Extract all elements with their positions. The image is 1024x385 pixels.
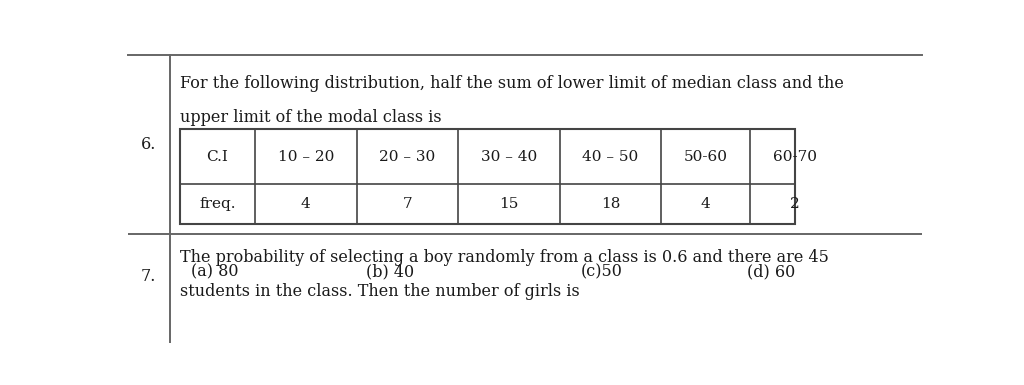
Text: 50-60: 50-60 [684,150,728,164]
Text: 6.: 6. [141,136,157,153]
Text: freq.: freq. [199,197,236,211]
Text: 10 – 20: 10 – 20 [278,150,334,164]
Text: (d) 60: (d) 60 [748,263,796,280]
Text: 2: 2 [790,197,800,211]
Text: 15: 15 [500,197,518,211]
Text: (c)50: (c)50 [581,263,623,280]
Text: C.I: C.I [207,150,228,164]
Text: 4: 4 [700,197,711,211]
Text: (b) 40: (b) 40 [367,263,414,280]
Text: 7.: 7. [141,268,157,285]
Text: 60-70: 60-70 [773,150,816,164]
Text: 18: 18 [601,197,621,211]
Text: 40 – 50: 40 – 50 [583,150,639,164]
Text: The probability of selecting a boy randomly from a class is 0.6 and there are 45: The probability of selecting a boy rando… [179,249,828,266]
Text: upper limit of the modal class is: upper limit of the modal class is [179,109,441,126]
Text: 20 – 30: 20 – 30 [379,150,435,164]
Text: students in the class. Then the number of girls is: students in the class. Then the number o… [179,283,580,300]
Text: 4: 4 [301,197,310,211]
Text: 30 – 40: 30 – 40 [481,150,537,164]
Text: For the following distribution, half the sum of lower limit of median class and : For the following distribution, half the… [179,75,844,92]
Text: (a) 80: (a) 80 [191,263,239,280]
Text: 7: 7 [402,197,412,211]
Bar [179,129,795,224]
